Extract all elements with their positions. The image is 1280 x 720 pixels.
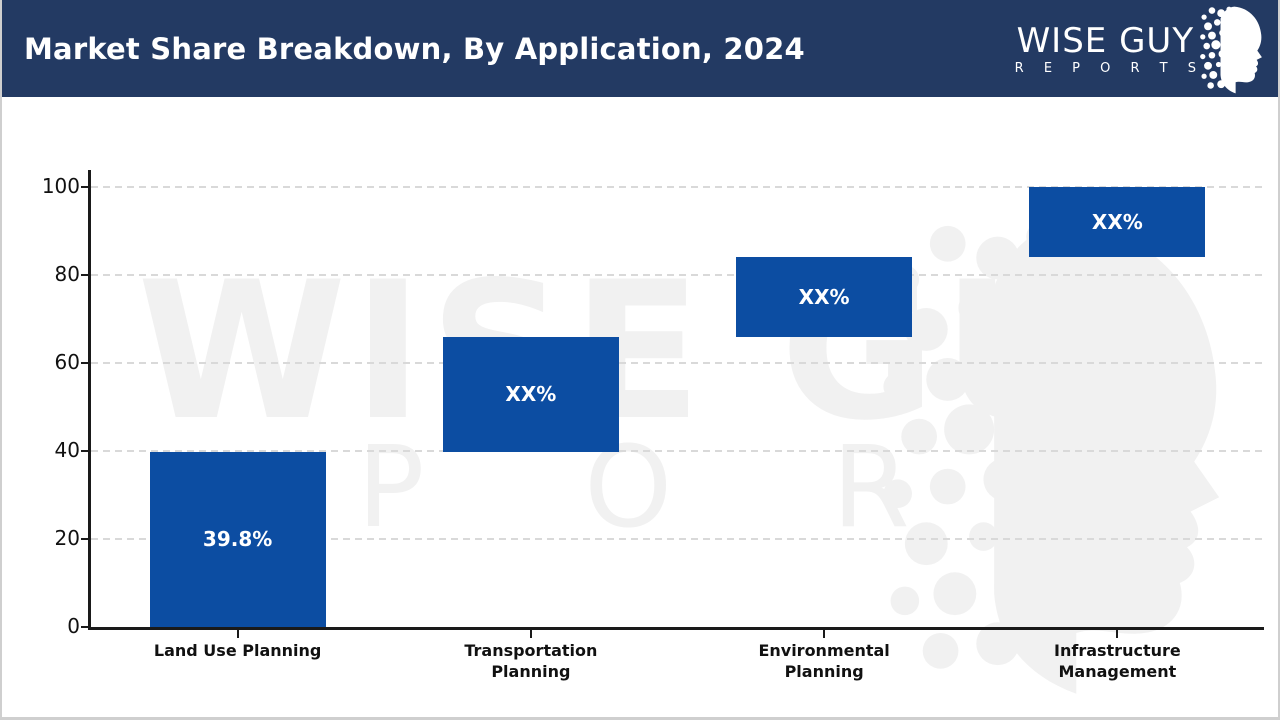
gridline: [91, 450, 1264, 452]
y-tick-label: 0: [67, 614, 80, 638]
bar-value-label: XX%: [798, 284, 850, 309]
bar: XX%: [736, 257, 913, 337]
bar-value-label: XX%: [505, 382, 557, 407]
bar-value-label: XX%: [1091, 210, 1143, 235]
y-tick-label: 100: [41, 174, 80, 198]
bar-value-label: 39.8%: [202, 527, 273, 552]
y-tick-mark: [81, 538, 89, 540]
y-tick-mark: [81, 186, 89, 188]
gridline: [91, 274, 1264, 276]
y-tick-label: 20: [54, 526, 80, 550]
gridline: [91, 538, 1264, 540]
wiseguy-face-icon: [1200, 6, 1262, 94]
face-profile-shape: [1220, 6, 1262, 94]
wiseguy-logo: WISE GUY R E P O R T S: [1007, 4, 1274, 96]
watermark-face-icon: [883, 222, 1220, 694]
bar: XX%: [442, 336, 619, 452]
y-tick-label: 80: [54, 262, 80, 286]
gridline: [91, 362, 1264, 364]
chart-title: Market Share Breakdown, By Application, …: [24, 31, 805, 66]
header-bar: Market Share Breakdown, By Application, …: [2, 0, 1278, 97]
y-tick-label: 40: [54, 438, 80, 462]
y-tick-mark: [81, 626, 89, 628]
wiseguy-logo-text: WISE GUY R E P O R T S: [1007, 24, 1204, 76]
bar: XX%: [1029, 187, 1206, 258]
x-tick-mark: [1116, 630, 1119, 638]
gridline: [91, 186, 1264, 188]
x-tick-label: Environmental Planning: [758, 641, 890, 681]
y-tick-mark: [81, 450, 89, 452]
x-tick-mark: [236, 630, 239, 638]
logo-brand-name: WISE GUY: [1016, 21, 1195, 61]
logo-brand-subtitle: R E P O R T S: [1014, 61, 1204, 76]
x-tick-label: Transportation Planning: [464, 641, 598, 681]
y-tick-mark: [81, 274, 89, 276]
y-tick-label: 60: [54, 350, 80, 374]
bar: 39.8%: [149, 451, 326, 627]
x-tick-label: Infrastructure Management: [1054, 641, 1181, 681]
x-tick-mark: [823, 630, 826, 638]
x-tick-mark: [529, 630, 532, 638]
y-tick-mark: [81, 362, 89, 364]
x-tick-label: Land Use Planning: [153, 641, 322, 660]
x-axis-line: [88, 627, 1264, 630]
y-axis-line: [88, 170, 91, 629]
